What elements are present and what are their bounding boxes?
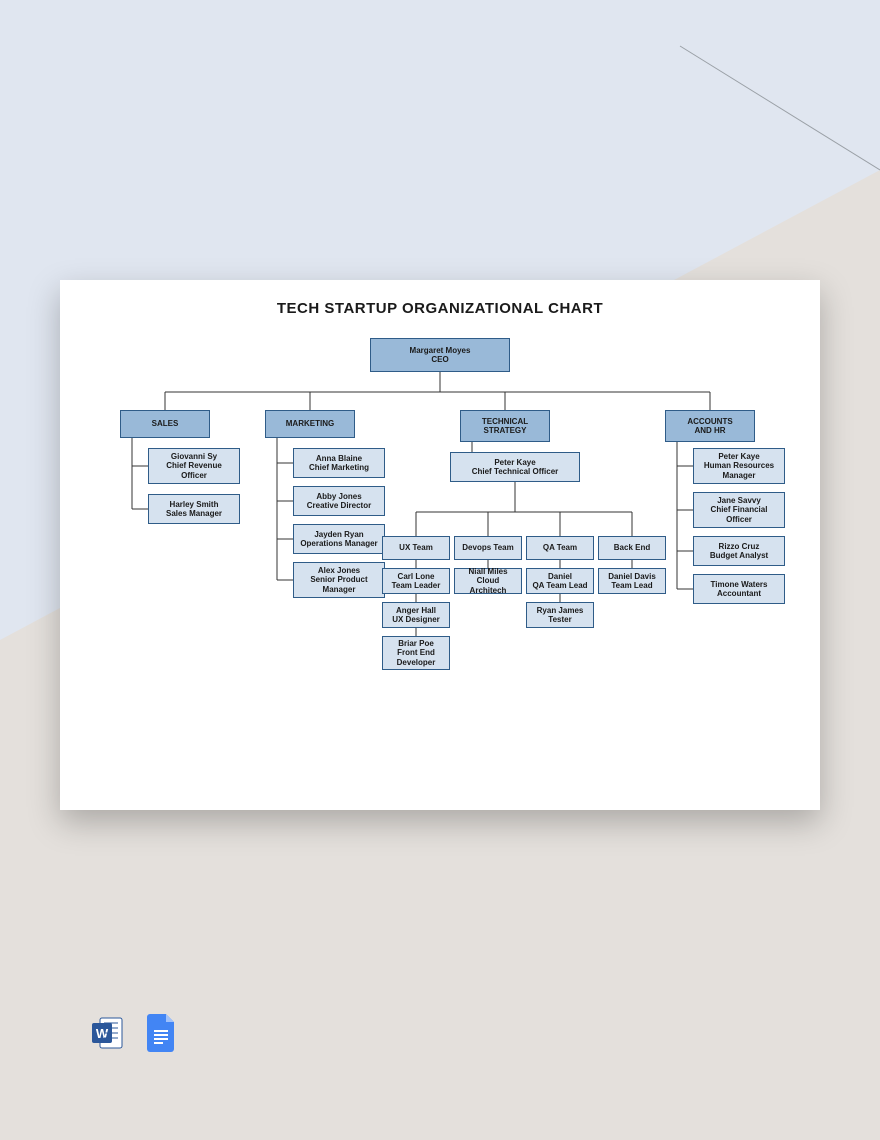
google-docs-icon [144,1015,180,1051]
file-type-icons: W [90,1015,180,1051]
node-dept-1: MARKETING [265,410,355,438]
node-hr-person-0: Peter KayeHuman ResourcesManager [693,448,785,484]
page-background: TECH STARTUP ORGANIZATIONAL CHART Margar… [0,0,880,1140]
node-tech-3-person-0: Daniel DavisTeam Lead [598,568,666,594]
node-hr-person-3: Timone WatersAccountant [693,574,785,604]
node-hr-person-2: Rizzo CruzBudget Analyst [693,536,785,566]
node-dept-2: TECHNICALSTRATEGY [460,410,550,442]
node-tech-team-1: Devops Team [454,536,522,560]
node-ceo: Margaret MoyesCEO [370,338,510,372]
word-icon: W [90,1015,126,1051]
node-sales-person-0: Giovanni SyChief RevenueOfficer [148,448,240,484]
org-chart-card: TECH STARTUP ORGANIZATIONAL CHART Margar… [60,280,820,810]
node-tech-team-0: UX Team [382,536,450,560]
node-tech-2-person-1: Ryan JamesTester [526,602,594,628]
node-tech-team-2: QA Team [526,536,594,560]
node-tech-team-3: Back End [598,536,666,560]
node-tech-0-person-1: Anger HallUX Designer [382,602,450,628]
node-dept-0: SALES [120,410,210,438]
node-dept-3: ACCOUNTSAND HR [665,410,755,442]
node-tech-0-person-0: Carl LoneTeam Leader [382,568,450,594]
node-tech-2-person-0: DanielQA Team Lead [526,568,594,594]
node-sales-person-1: Harley SmithSales Manager [148,494,240,524]
node-cto: Peter KayeChief Technical Officer [450,452,580,482]
node-tech-0-person-2: Briar PoeFront EndDeveloper [382,636,450,670]
node-marketing-person-3: Alex JonesSenior ProductManager [293,562,385,598]
node-marketing-person-2: Jayden RyanOperations Manager [293,524,385,554]
node-marketing-person-0: Anna BlaineChief Marketing [293,448,385,478]
node-marketing-person-1: Abby JonesCreative Director [293,486,385,516]
node-tech-1-person-0: Niall MilesCloud Architech [454,568,522,594]
node-hr-person-1: Jane SavvyChief FinancialOfficer [693,492,785,528]
